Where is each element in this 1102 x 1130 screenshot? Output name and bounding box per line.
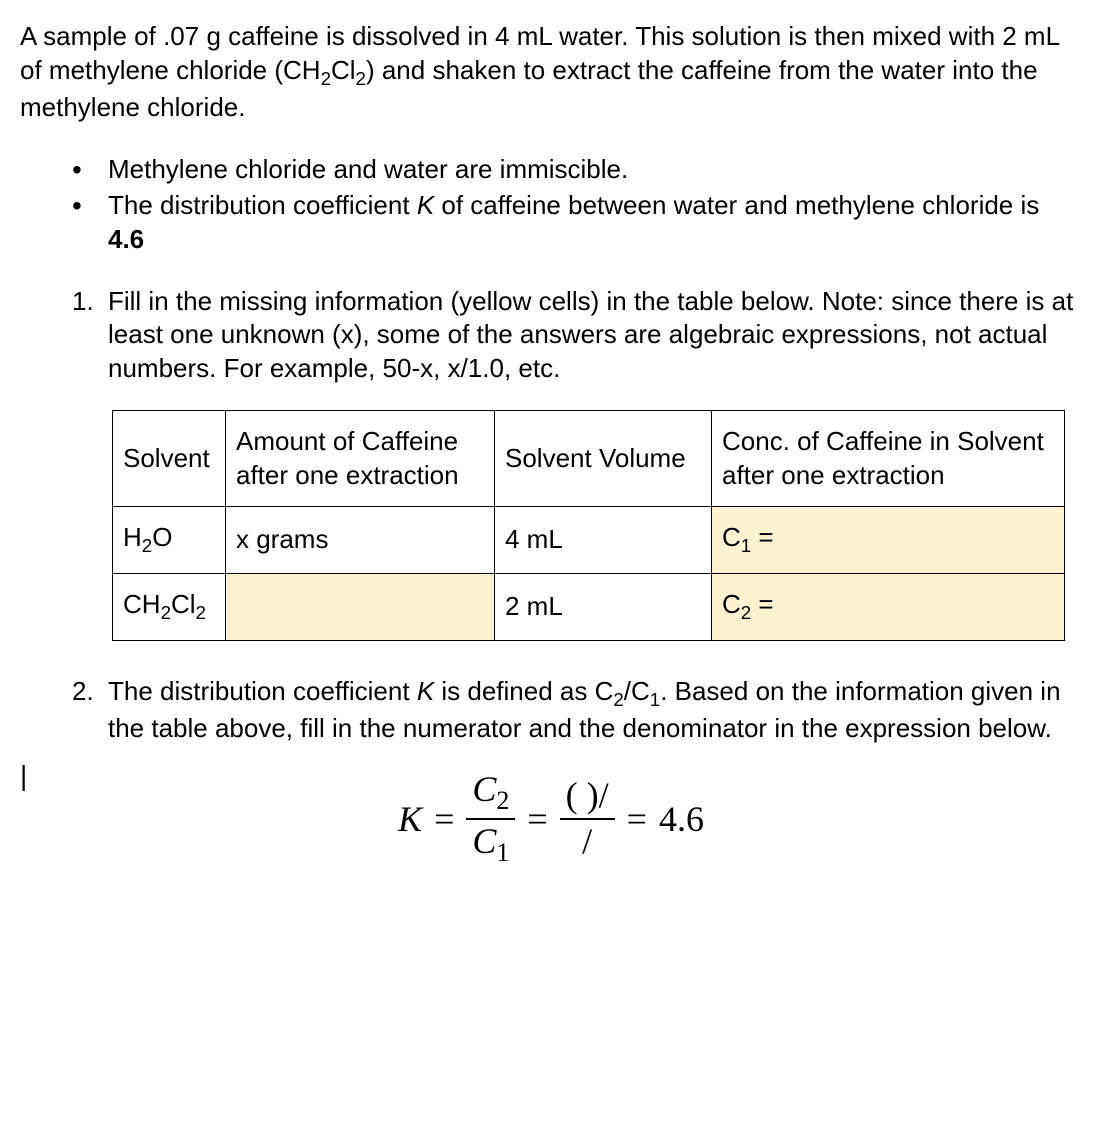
header-solvent: Solvent <box>113 410 226 507</box>
equation: K = C2 C1 = ( )/ / = 4.6 <box>20 770 1082 867</box>
header-volume: Solvent Volume <box>495 410 712 507</box>
bullet-item: Methylene chloride and water are immisci… <box>72 153 1082 187</box>
cell-volume-h2o: 4 mL <box>495 507 712 574</box>
intro-paragraph: A sample of .07 g caffeine is dissolved … <box>20 20 1082 125</box>
eq-equals: = <box>434 801 454 837</box>
frac2-den: / <box>576 820 598 862</box>
eq-result: 4.6 <box>659 801 704 837</box>
fraction-1: C2 C1 <box>466 770 515 867</box>
cell-solvent-ch2cl2: CH2Cl2 <box>113 574 226 641</box>
question-2: The distribution coefficient K is define… <box>72 675 1082 746</box>
frac1-den: C1 <box>466 820 515 868</box>
table-row: CH2Cl2 2 mL C2 = <box>113 574 1065 641</box>
table-row: H2O x grams 4 mL C1 = <box>113 507 1065 574</box>
eq-K: K <box>398 801 422 837</box>
cell-amount-ch2cl2 <box>226 574 495 641</box>
cell-volume-ch2cl2: 2 mL <box>495 574 712 641</box>
cell-solvent-h2o: H2O <box>113 507 226 574</box>
fraction-2: ( )/ / <box>560 776 615 861</box>
cell-conc-h2o: C1 = <box>712 507 1065 574</box>
table-header-row: Solvent Amount of Caffeine after one ext… <box>113 410 1065 507</box>
text-cursor: | <box>20 758 27 794</box>
bullet-item: The distribution coefficient K of caffei… <box>72 189 1082 257</box>
frac2-num: ( )/ <box>560 776 615 820</box>
frac1-num: C2 <box>466 770 515 820</box>
header-amount: Amount of Caffeine after one extraction <box>226 410 495 507</box>
question-1: Fill in the missing information (yellow … <box>72 285 1082 386</box>
cell-conc-ch2cl2: C2 = <box>712 574 1065 641</box>
header-conc: Conc. of Caffeine in Solvent after one e… <box>712 410 1065 507</box>
eq-equals: = <box>527 801 547 837</box>
data-table: Solvent Amount of Caffeine after one ext… <box>112 410 1065 641</box>
eq-equals: = <box>627 801 647 837</box>
cell-amount-h2o: x grams <box>226 507 495 574</box>
bullet-list: Methylene chloride and water are immisci… <box>72 153 1082 256</box>
